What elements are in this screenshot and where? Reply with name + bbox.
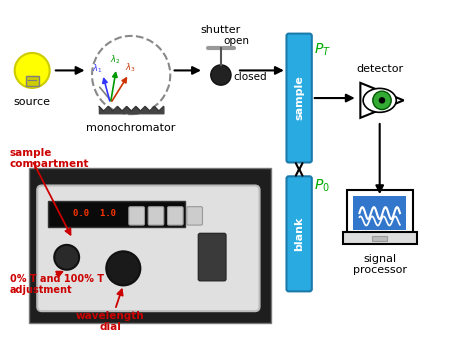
Text: 0.0  1.0: 0.0 1.0 <box>73 209 116 218</box>
FancyBboxPatch shape <box>343 232 417 244</box>
FancyBboxPatch shape <box>167 207 183 225</box>
Circle shape <box>373 91 391 110</box>
Text: sample: sample <box>294 76 304 120</box>
Circle shape <box>379 97 385 104</box>
FancyBboxPatch shape <box>29 168 271 323</box>
FancyBboxPatch shape <box>148 207 164 225</box>
Text: monochromator: monochromator <box>86 124 176 133</box>
Text: wavelength
dial: wavelength dial <box>76 311 145 332</box>
Circle shape <box>54 245 79 270</box>
Circle shape <box>106 251 140 285</box>
FancyBboxPatch shape <box>286 176 312 291</box>
Text: $P_T$: $P_T$ <box>314 41 331 58</box>
Text: detector: detector <box>356 64 403 74</box>
Text: 0% T and 100% T
adjustment: 0% T and 100% T adjustment <box>9 274 104 295</box>
FancyBboxPatch shape <box>286 34 312 163</box>
Text: $\lambda_2$: $\lambda_2$ <box>110 54 120 66</box>
Text: shutter: shutter <box>201 24 241 34</box>
FancyBboxPatch shape <box>198 234 226 281</box>
FancyBboxPatch shape <box>373 236 387 241</box>
Text: source: source <box>14 97 51 107</box>
Ellipse shape <box>363 88 396 112</box>
FancyBboxPatch shape <box>354 196 406 230</box>
Text: closed: closed <box>234 72 267 82</box>
FancyBboxPatch shape <box>129 207 145 225</box>
Text: sample
compartment: sample compartment <box>9 148 89 169</box>
Text: $\lambda_1$: $\lambda_1$ <box>92 62 103 75</box>
FancyBboxPatch shape <box>187 207 202 225</box>
FancyBboxPatch shape <box>26 77 38 86</box>
FancyBboxPatch shape <box>346 190 413 236</box>
Circle shape <box>211 65 231 85</box>
Text: blank: blank <box>294 217 304 251</box>
Wedge shape <box>15 53 50 88</box>
FancyBboxPatch shape <box>37 185 260 311</box>
Text: signal
processor: signal processor <box>353 254 407 275</box>
FancyBboxPatch shape <box>48 201 184 227</box>
Text: $\lambda_3$: $\lambda_3$ <box>125 62 136 74</box>
Text: $P_0$: $P_0$ <box>314 178 330 194</box>
Text: open: open <box>223 37 249 47</box>
